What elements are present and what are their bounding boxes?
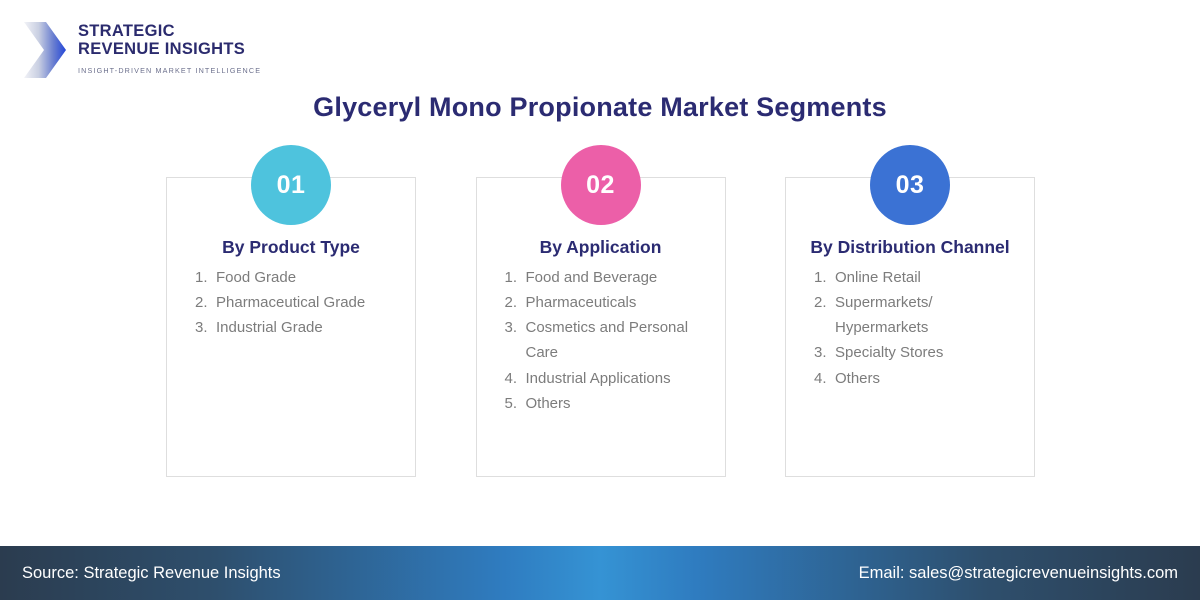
list-item: Industrial Grade <box>195 315 323 340</box>
list-item: Cosmetics and Personal Care <box>505 315 689 362</box>
segment-card-distribution-channel: 03 By Distribution Channel Online Retail… <box>785 145 1035 477</box>
list-item: Supermarkets/ Hypermarkets <box>814 290 933 337</box>
segment-list-02: Food and Beverage Pharmaceuticals Cosmet… <box>477 265 725 416</box>
segment-badge-03: 03 <box>870 145 950 225</box>
footer-source: Source: Strategic Revenue Insights <box>22 563 281 582</box>
footer-bar: Source: Strategic Revenue Insights Email… <box>0 546 1200 600</box>
brand-name: STRATEGIC REVENUE INSIGHTS <box>78 22 246 59</box>
segment-badge-02: 02 <box>560 145 641 225</box>
segment-heading-03: By Distribution Channel <box>810 237 1010 257</box>
brand-logo: STRATEGIC REVENUE INSIGHTS INSIGHT-DRIVE… <box>22 18 261 80</box>
segment-badge-01: 01 <box>251 145 331 225</box>
brand-logo-text: STRATEGIC REVENUE INSIGHTS INSIGHT-DRIVE… <box>78 18 261 75</box>
segment-cards: 01 By Product Type Food Grade Pharmaceut… <box>166 145 1035 477</box>
segment-list-03: Online Retail Supermarkets/ Hypermarkets… <box>786 265 1034 391</box>
segment-heading-01: By Product Type <box>222 237 360 257</box>
list-item: Pharmaceuticals <box>505 290 637 315</box>
segment-list-01: Food Grade Pharmaceutical Grade Industri… <box>167 265 415 341</box>
list-item: Food Grade <box>195 265 297 290</box>
segment-card-application: 02 By Application Food and Beverage Phar… <box>475 145 726 477</box>
list-item: Others <box>814 366 881 391</box>
page-title: Glyceryl Mono Propionate Market Segments <box>313 92 887 122</box>
list-item: Pharmaceutical Grade <box>195 290 366 315</box>
brand-tagline: INSIGHT-DRIVEN MARKET INTELLIGENCE <box>78 65 262 75</box>
chevron-arrow-icon <box>24 22 66 78</box>
segment-card-product-type: 01 By Product Type Food Grade Pharmaceut… <box>166 145 416 477</box>
segment-heading-02: By Application <box>539 237 662 257</box>
list-item: Specialty Stores <box>814 340 944 365</box>
list-item: Online Retail <box>814 265 921 290</box>
list-item: Others <box>505 391 571 416</box>
list-item: Industrial Applications <box>505 366 671 391</box>
footer-email[interactable]: Email: sales@strategicrevenueinsights.co… <box>858 563 1178 582</box>
list-item: Food and Beverage <box>505 265 658 290</box>
